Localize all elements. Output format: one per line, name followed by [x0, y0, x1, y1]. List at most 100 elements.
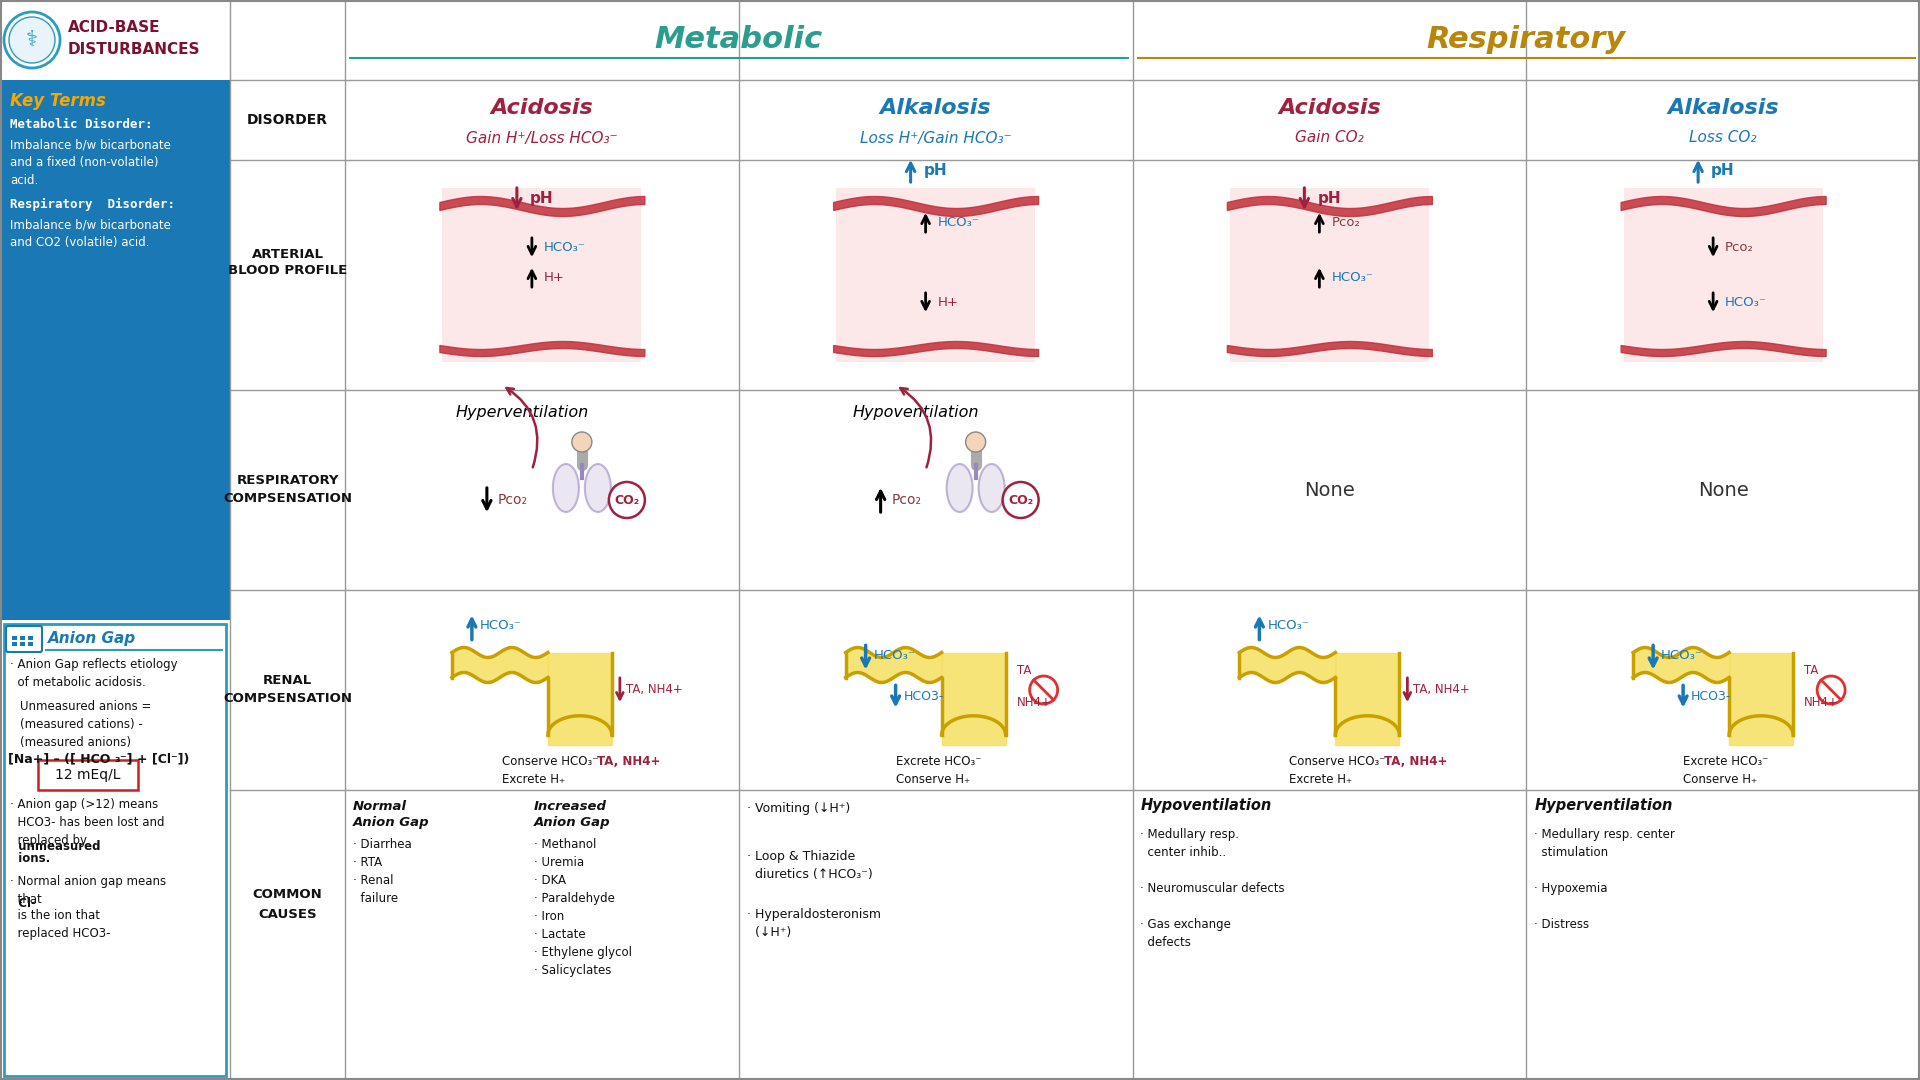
Text: · Loop & Thiazide
  diuretics (↑HCO₃⁻): · Loop & Thiazide diuretics (↑HCO₃⁻): [747, 850, 872, 881]
Text: HCO3-: HCO3-: [904, 690, 945, 703]
Text: COMPSENSATION: COMPSENSATION: [223, 691, 351, 704]
Text: HCO₃⁻: HCO₃⁻: [874, 649, 916, 662]
Ellipse shape: [979, 464, 1004, 512]
Text: DISORDER: DISORDER: [248, 113, 328, 127]
Text: Hypoventilation: Hypoventilation: [1140, 798, 1271, 813]
Text: [Na+] – ([ HCO: [Na+] – ([ HCO: [8, 752, 109, 765]
FancyBboxPatch shape: [1231, 188, 1428, 362]
Circle shape: [1816, 676, 1845, 704]
Text: DISTURBANCES: DISTURBANCES: [67, 42, 200, 57]
Ellipse shape: [586, 464, 611, 512]
Bar: [0, 80, 230, 620]
Circle shape: [609, 482, 645, 518]
Text: HCO₃⁻: HCO₃⁻: [480, 619, 522, 632]
Text: None: None: [1304, 481, 1356, 499]
Text: Imbalance b/w bicarbonate
and a fixed (non-volatile)
acid.: Imbalance b/w bicarbonate and a fixed (n…: [10, 138, 171, 187]
Text: Respiratory: Respiratory: [1427, 26, 1626, 54]
Text: Hyperventilation: Hyperventilation: [1534, 798, 1672, 813]
Text: H+: H+: [543, 271, 564, 284]
FancyBboxPatch shape: [835, 188, 1035, 362]
Text: Conserve HCO₃⁻
Excrete H₊: Conserve HCO₃⁻ Excrete H₊: [1290, 755, 1386, 786]
Text: Loss H⁺/Gain HCO₃⁻: Loss H⁺/Gain HCO₃⁻: [860, 131, 1012, 146]
Text: Pco₂: Pco₂: [1726, 241, 1755, 254]
Text: Metabolic: Metabolic: [655, 26, 824, 54]
Text: · Hyperaldosteronism
  (↓H⁺): · Hyperaldosteronism (↓H⁺): [747, 908, 881, 939]
Text: Acidosis: Acidosis: [490, 98, 593, 118]
Text: TA, NH4+: TA, NH4+: [1384, 755, 1448, 768]
Text: pH: pH: [924, 163, 947, 178]
Bar: [12, 642, 17, 646]
Bar: [0, 0, 230, 80]
Text: pH: pH: [1711, 163, 1736, 178]
Text: CO₂: CO₂: [614, 494, 639, 507]
Circle shape: [10, 17, 56, 63]
Text: HCO₃⁻: HCO₃⁻: [937, 216, 979, 229]
Text: Alkalosis: Alkalosis: [1667, 98, 1780, 118]
Text: · Normal anion gap means
  that: · Normal anion gap means that: [10, 875, 167, 906]
Text: Loss CO₂: Loss CO₂: [1690, 131, 1757, 146]
Bar: [29, 642, 33, 646]
FancyBboxPatch shape: [1624, 188, 1822, 362]
Text: · Vomiting (↓H⁺): · Vomiting (↓H⁺): [747, 802, 851, 815]
Text: HCO₃⁻: HCO₃⁻: [1661, 649, 1703, 662]
Text: BLOOD PROFILE: BLOOD PROFILE: [228, 264, 348, 276]
Text: unmeasured: unmeasured: [10, 840, 100, 853]
Text: Excrete HCO₃⁻
Conserve H₊: Excrete HCO₃⁻ Conserve H₊: [1684, 755, 1768, 786]
Text: TA: TA: [1805, 663, 1818, 676]
Text: TA: TA: [1016, 663, 1031, 676]
Text: COMMON: COMMON: [253, 889, 323, 902]
Text: pH: pH: [530, 191, 553, 206]
Text: None: None: [1697, 481, 1749, 499]
Text: TA, NH4+: TA, NH4+: [626, 684, 684, 697]
Circle shape: [4, 12, 60, 68]
Text: 12 mEq/L: 12 mEq/L: [56, 768, 121, 782]
Text: Anion Gap: Anion Gap: [48, 632, 136, 647]
Text: pH: pH: [1317, 191, 1340, 206]
Ellipse shape: [947, 464, 973, 512]
Text: Increased
Anion Gap: Increased Anion Gap: [534, 800, 611, 829]
Text: ions.: ions.: [10, 852, 50, 865]
FancyBboxPatch shape: [6, 626, 42, 652]
Text: Cl-: Cl-: [10, 897, 36, 910]
Text: TA, NH4+: TA, NH4+: [597, 755, 660, 768]
Text: Imbalance b/w bicarbonate
and CO2 (volatile) acid.: Imbalance b/w bicarbonate and CO2 (volat…: [10, 218, 171, 249]
Text: Acidosis: Acidosis: [1279, 98, 1380, 118]
Text: HCO₃⁻: HCO₃⁻: [1331, 271, 1373, 284]
Bar: [19, 642, 25, 646]
Text: ₃: ₃: [113, 752, 119, 765]
Ellipse shape: [553, 464, 578, 512]
Text: ⁻] + [Cl⁻]): ⁻] + [Cl⁻]): [119, 752, 190, 765]
Text: Hypoventilation: Hypoventilation: [852, 405, 979, 419]
Text: TA, NH4+: TA, NH4+: [1413, 684, 1471, 697]
Text: HCO₃⁻: HCO₃⁻: [1726, 296, 1766, 309]
Text: RENAL: RENAL: [263, 674, 313, 687]
Text: H+: H+: [937, 296, 958, 309]
Text: · Anion Gap reflects etiology
  of metabolic acidosis.: · Anion Gap reflects etiology of metabol…: [10, 658, 179, 689]
Circle shape: [966, 432, 985, 453]
Text: Excrete HCO₃⁻
Conserve H₊: Excrete HCO₃⁻ Conserve H₊: [895, 755, 981, 786]
Text: CO₂: CO₂: [1008, 494, 1033, 507]
Text: HCO₃⁻: HCO₃⁻: [543, 241, 586, 254]
Text: CAUSES: CAUSES: [257, 908, 317, 921]
Text: Alkalosis: Alkalosis: [879, 98, 991, 118]
Circle shape: [1029, 676, 1058, 704]
Text: ⚕: ⚕: [27, 30, 38, 50]
Text: HCO3-: HCO3-: [1692, 690, 1732, 703]
Text: Respiratory  Disorder:: Respiratory Disorder:: [10, 198, 175, 211]
Bar: [29, 636, 33, 640]
Text: Unmeasured anions =
(measured cations) -
(measured anions): Unmeasured anions = (measured cations) -…: [19, 700, 152, 750]
FancyBboxPatch shape: [442, 188, 641, 362]
Text: Gain CO₂: Gain CO₂: [1294, 131, 1363, 146]
Text: is the ion that
  replaced HCO3-: is the ion that replaced HCO3-: [10, 909, 111, 940]
Text: Pco₂: Pco₂: [497, 492, 528, 507]
Circle shape: [1002, 482, 1039, 518]
Text: · Diarrhea
· RTA
· Renal
  failure: · Diarrhea · RTA · Renal failure: [353, 838, 411, 905]
Circle shape: [572, 432, 591, 453]
Bar: [12, 636, 17, 640]
Text: Hyperventilation: Hyperventilation: [455, 405, 589, 419]
Text: Conserve HCO₃⁻
Excrete H₊: Conserve HCO₃⁻ Excrete H₊: [501, 755, 599, 786]
Text: Gain H⁺/Loss HCO₃⁻: Gain H⁺/Loss HCO₃⁻: [467, 131, 618, 146]
Text: NH4+: NH4+: [1016, 697, 1052, 710]
Text: ACID-BASE: ACID-BASE: [67, 21, 161, 36]
Text: Pco₂: Pco₂: [1331, 216, 1359, 229]
